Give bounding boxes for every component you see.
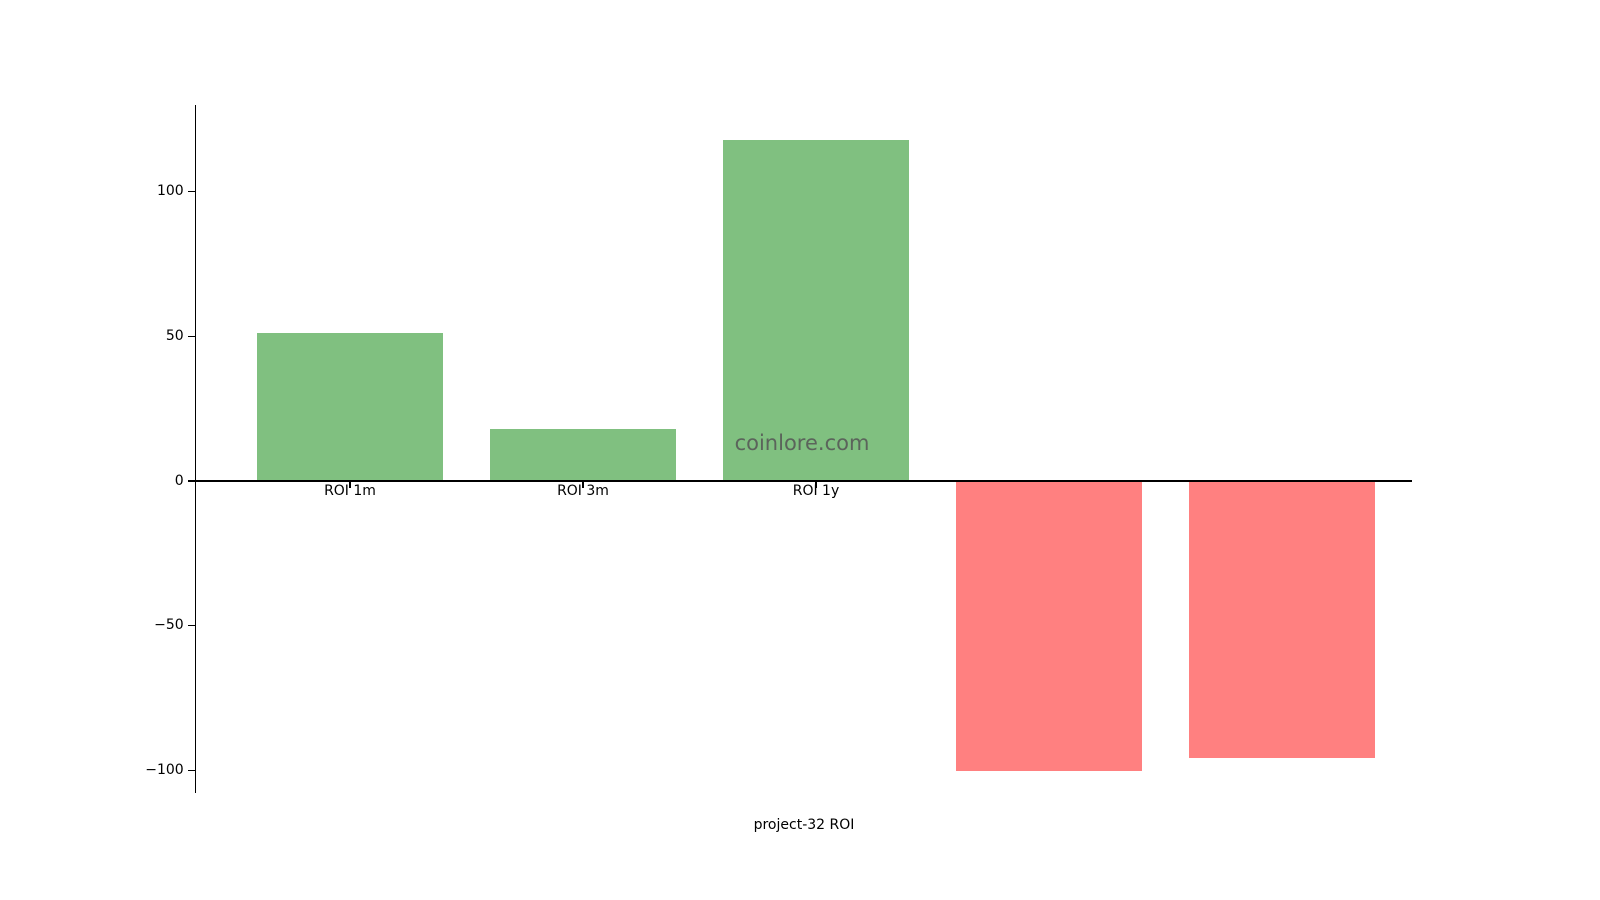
x-tick-label: ROI 1m — [324, 483, 376, 499]
y-tick-label: 100 — [156, 183, 184, 200]
bar-roi-1y — [723, 139, 909, 481]
x-axis-zero-line — [196, 480, 1412, 482]
x-tick-mark — [349, 481, 351, 488]
y-tick-label: −50 — [154, 617, 184, 634]
watermark-text: coinlore.com — [734, 431, 870, 455]
y-tick-mark — [187, 625, 195, 627]
x-tick-label: ROI 3m — [557, 483, 609, 499]
y-tick-mark — [187, 191, 195, 193]
bar-roi-1m — [257, 333, 443, 481]
x-tick-mark — [815, 481, 817, 488]
bar-unlabeled-4 — [956, 481, 1142, 771]
bar-unlabeled-5 — [1189, 481, 1375, 758]
chart-title: project-32 ROI — [753, 817, 855, 833]
x-tick-mark — [582, 481, 584, 488]
y-axis-spine — [194, 104, 196, 794]
y-tick-label: 50 — [165, 327, 184, 344]
y-tick-mark — [187, 335, 195, 337]
x-tick-label: ROI 1y — [792, 483, 840, 499]
bar-roi-3m — [490, 428, 676, 481]
y-tick-mark — [187, 769, 195, 771]
y-tick-label: −100 — [145, 761, 184, 778]
y-tick-label: 0 — [174, 472, 184, 489]
y-tick-mark — [187, 480, 195, 482]
